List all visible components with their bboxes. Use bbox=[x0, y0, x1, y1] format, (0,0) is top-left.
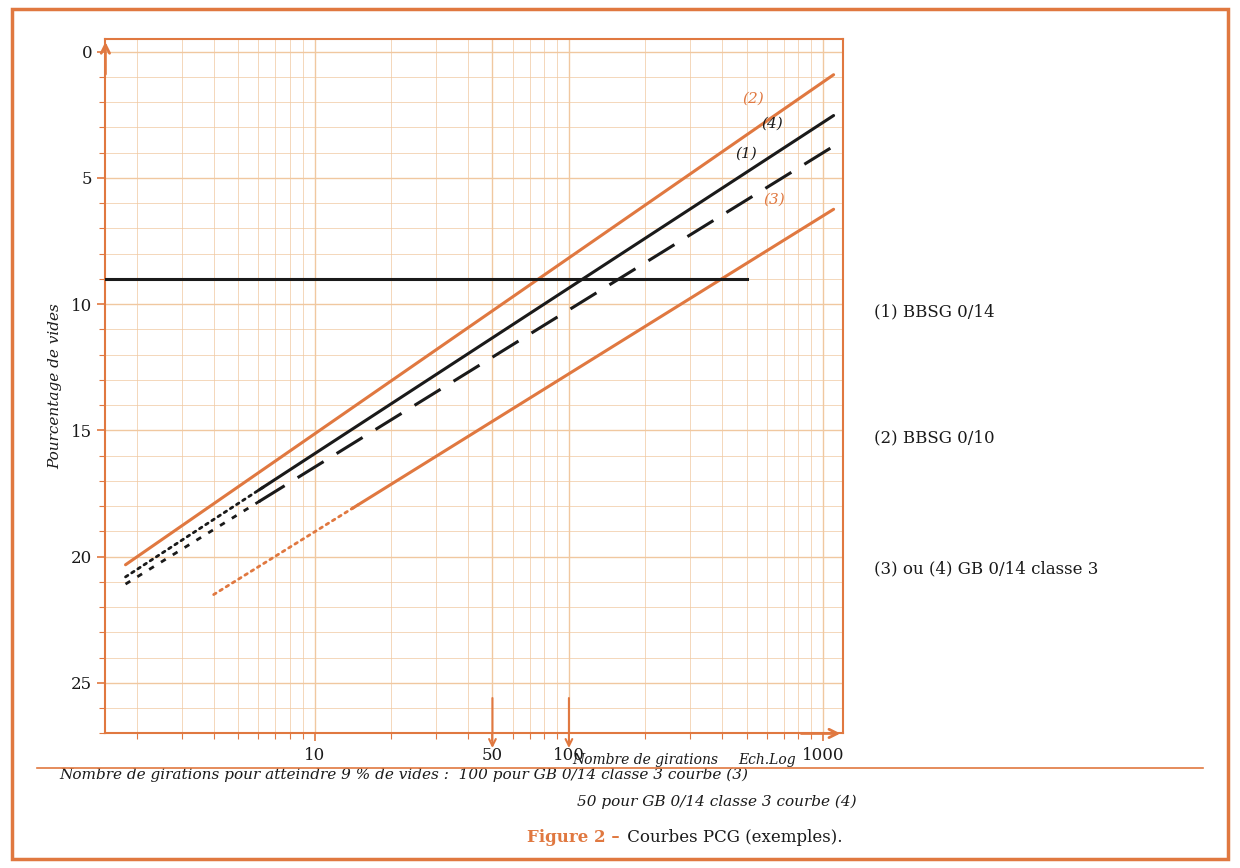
Text: Nombre de girations pour atteindre 9 % de vides :  100 pour GB 0/14 classe 3 cou: Nombre de girations pour atteindre 9 % d… bbox=[60, 767, 749, 781]
Text: Figure 2 –: Figure 2 – bbox=[527, 829, 620, 846]
Text: (1) BBSG 0/14: (1) BBSG 0/14 bbox=[874, 304, 994, 321]
Text: (3): (3) bbox=[763, 192, 785, 207]
Text: Ech.Log: Ech.Log bbox=[738, 753, 796, 766]
Text: (4): (4) bbox=[761, 116, 782, 130]
Y-axis label: Pourcentage de vides: Pourcentage de vides bbox=[48, 303, 63, 470]
Text: (2): (2) bbox=[742, 91, 764, 105]
Text: (1): (1) bbox=[735, 147, 756, 161]
Text: (2) BBSG 0/10: (2) BBSG 0/10 bbox=[874, 430, 994, 447]
Text: Courbes PCG (exemples).: Courbes PCG (exemples). bbox=[622, 829, 843, 846]
Text: (3) ou (4) GB 0/14 classe 3: (3) ou (4) GB 0/14 classe 3 bbox=[874, 560, 1099, 577]
Text: 50 pour GB 0/14 classe 3 courbe (4): 50 pour GB 0/14 classe 3 courbe (4) bbox=[577, 794, 857, 808]
Text: Nombre de girations: Nombre de girations bbox=[573, 753, 718, 766]
